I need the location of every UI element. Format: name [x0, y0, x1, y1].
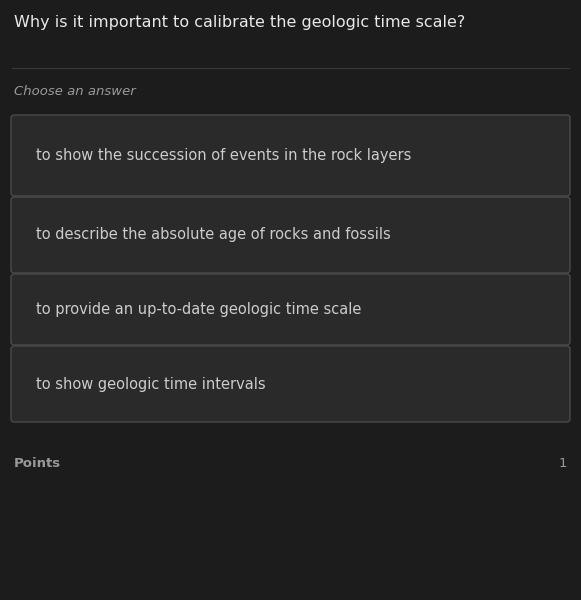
Text: 1: 1 — [558, 457, 567, 470]
Text: to show the succession of events in the rock layers: to show the succession of events in the … — [36, 148, 411, 163]
FancyBboxPatch shape — [11, 115, 570, 196]
Text: Points: Points — [14, 457, 61, 470]
Text: to describe the absolute age of rocks and fossils: to describe the absolute age of rocks an… — [36, 227, 391, 242]
Text: to provide an up-to-date geologic time scale: to provide an up-to-date geologic time s… — [36, 302, 361, 317]
FancyBboxPatch shape — [11, 197, 570, 273]
Text: Why is it important to calibrate the geologic time scale?: Why is it important to calibrate the geo… — [14, 15, 465, 30]
FancyBboxPatch shape — [11, 274, 570, 345]
Text: Choose an answer: Choose an answer — [14, 85, 136, 98]
Text: to show geologic time intervals: to show geologic time intervals — [36, 377, 266, 391]
FancyBboxPatch shape — [11, 346, 570, 422]
